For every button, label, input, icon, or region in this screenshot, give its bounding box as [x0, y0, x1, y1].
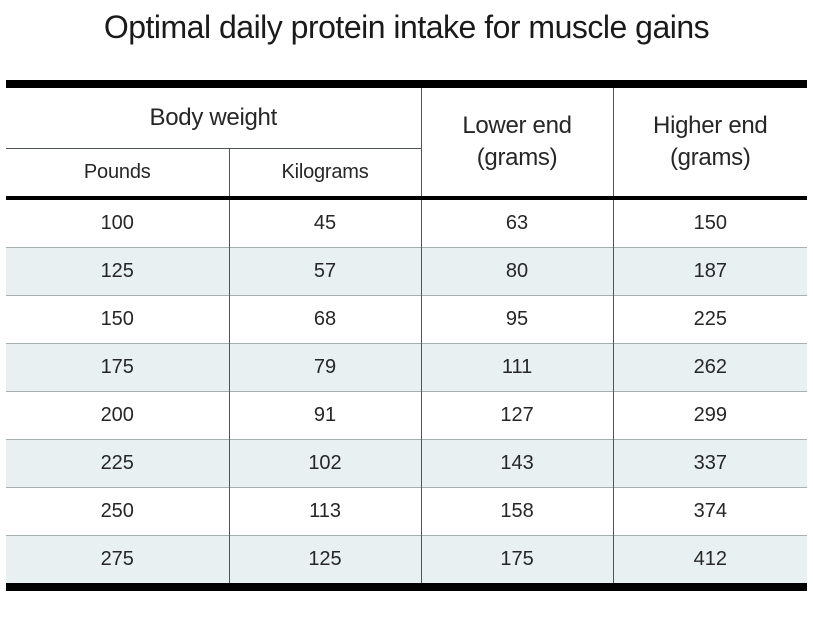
cell-kilograms: 91 [228, 391, 422, 440]
cell-pounds: 225 [100, 452, 134, 474]
cell-kilograms: 125 [228, 535, 422, 587]
cell-higher-end: 337 [612, 439, 808, 488]
cell-kilograms: 57 [228, 247, 422, 296]
cell-lower-end: 158 [420, 487, 614, 536]
cell-kilograms: 79 [228, 343, 422, 392]
cell-higher-end: 187 [612, 247, 808, 296]
header-higher-end: Higher end (grams) [612, 84, 808, 198]
cell-higher-end: 225 [612, 295, 808, 344]
cell-kilograms: 102 [228, 439, 422, 488]
header-pounds: Pounds [83, 161, 151, 183]
table-row: 275 125 175 412 [6, 535, 808, 587]
cell-pounds: 150 [100, 308, 134, 330]
cell-higher-end: 374 [612, 487, 808, 536]
cell-kilograms: 113 [228, 487, 422, 536]
header-higher-end-unit: (grams) [669, 144, 751, 171]
header-lower-end-label: Lower end [462, 111, 572, 139]
table-row: 175 79 111 262 [6, 343, 808, 392]
header-row-sub: Pounds Kilograms [6, 148, 807, 198]
cell-lower-end: 143 [420, 439, 614, 488]
table-row: 100 45 63 150 [6, 198, 808, 248]
cell-pounds: 275 [100, 548, 134, 570]
cell-higher-end: 150 [612, 198, 808, 248]
cell-higher-end: 412 [612, 535, 808, 587]
header-lower-end: Lower end (grams) [420, 84, 614, 198]
protein-intake-table: Body weight Lower end (grams) Higher end… [6, 80, 808, 591]
cell-lower-end: 95 [420, 295, 614, 344]
cell-pounds: 175 [100, 356, 134, 378]
header-row-group: Body weight Lower end (grams) Higher end… [6, 84, 808, 198]
header-body-weight: Body weight [6, 84, 422, 149]
cell-pounds: 200 [100, 404, 134, 426]
header-higher-end-label: Higher end [653, 111, 768, 139]
cell-lower-end: 111 [420, 343, 614, 392]
cell-kilograms: 68 [228, 295, 422, 344]
table-header: Body weight Lower end (grams) Higher end… [6, 84, 808, 198]
cell-pounds: 250 [100, 500, 134, 522]
cell-lower-end: 127 [420, 391, 614, 440]
header-kilograms: Kilograms [228, 148, 422, 198]
table-row: 250 113 158 374 [6, 487, 808, 536]
cell-pounds: 125 [100, 260, 134, 282]
table-row: 200 91 127 299 [6, 391, 808, 440]
cell-lower-end: 63 [420, 198, 614, 248]
header-lower-end-unit: (grams) [476, 144, 558, 171]
table-row: 125 57 80 187 [6, 247, 808, 296]
protein-intake-table-wrap: Body weight Lower end (grams) Higher end… [6, 80, 808, 591]
table-row: 225 102 143 337 [6, 439, 808, 488]
page-title: Optimal daily protein intake for muscle … [103, 9, 710, 45]
cell-pounds: 100 [100, 212, 134, 234]
cell-higher-end: 299 [612, 391, 808, 440]
table-row: 150 68 95 225 [6, 295, 808, 344]
cell-higher-end: 262 [612, 343, 808, 392]
cell-lower-end: 175 [420, 535, 614, 587]
cell-lower-end: 80 [420, 247, 614, 296]
table-body: 100 45 63 150 125 57 80 187 150 68 95 22… [6, 198, 808, 587]
cell-kilograms: 45 [228, 198, 422, 248]
